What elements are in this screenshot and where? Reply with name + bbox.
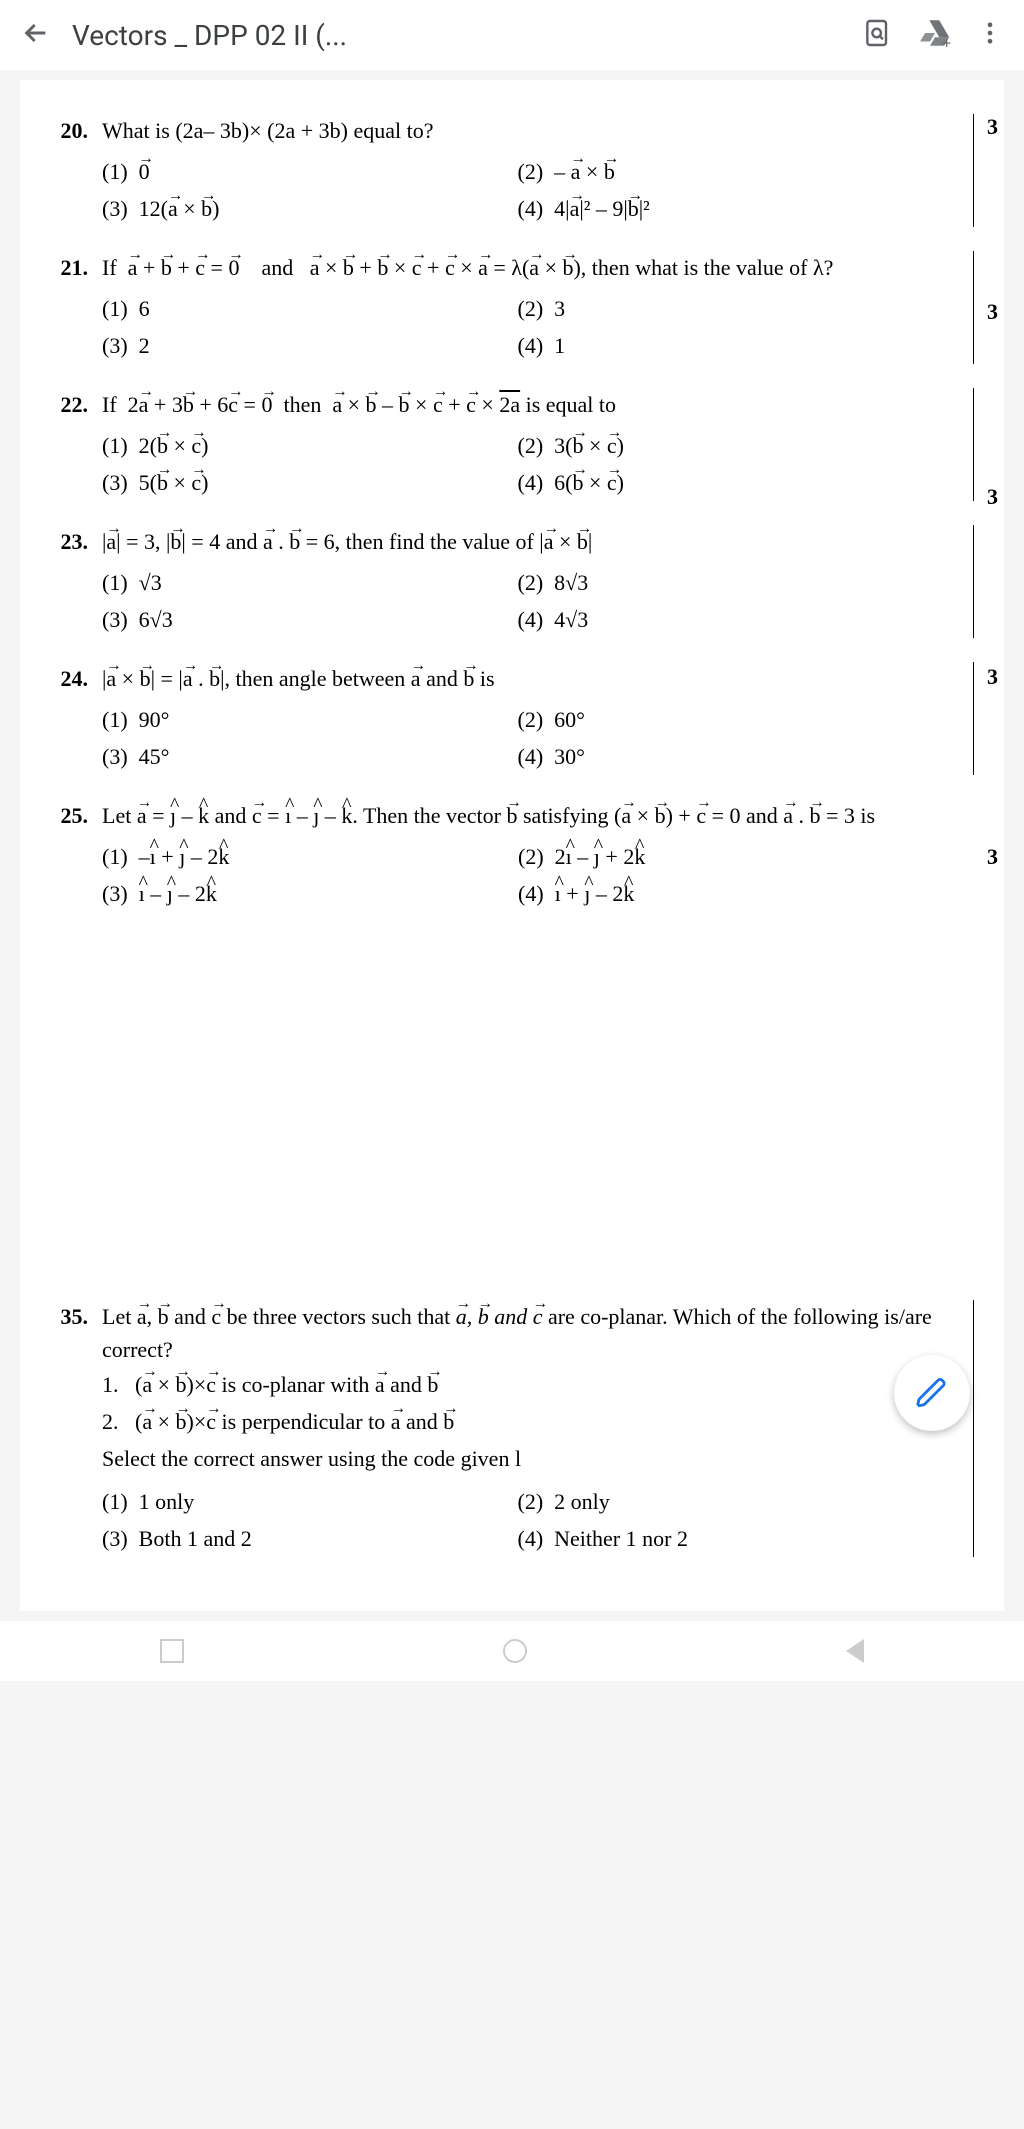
question-21: 21. If a + b + c = 0 and a × b + b × c +…: [50, 251, 974, 364]
option[interactable]: (4) 6(b × c): [518, 464, 934, 501]
instruction: Select the correct answer using the code…: [102, 1440, 933, 1477]
q-options: (1) 0 (2) – a × b (3) 12(a × b) (4) 4|a|…: [102, 153, 933, 227]
option[interactable]: (1) 0: [102, 153, 518, 190]
q-text: Let a, b and c be three vectors such tha…: [102, 1300, 933, 1366]
option[interactable]: (2) 60°: [518, 701, 934, 738]
option[interactable]: (4) 4√3: [518, 601, 934, 638]
option[interactable]: (2) 8√3: [518, 564, 934, 601]
sub-statement: 1. (a × b)×c is co-planar with a and b: [102, 1366, 933, 1403]
q-body: |a × b| = |a . b|, then angle between a …: [102, 662, 933, 775]
more-icon[interactable]: [976, 19, 1004, 51]
question-25: 25. Let a = ȷ – k and c = ı – ȷ – k. The…: [50, 799, 974, 912]
q-num: 35.: [50, 1300, 88, 1557]
back-nav-icon[interactable]: [846, 1639, 864, 1663]
q-options: (1) √3 (2) 8√3 (3) 6√3 (4) 4√3: [102, 564, 933, 638]
question-20: 20. What is (2a– 3b)× (2a + 3b) equal to…: [50, 114, 974, 227]
margin-num: 3: [987, 840, 998, 873]
q-num: 24.: [50, 662, 88, 775]
q-body: |a| = 3, |b| = 4 and a . b = 6, then fin…: [102, 525, 933, 638]
question-22: 22. If 2a + 3b + 6c = 0 then a × b – b ×…: [50, 388, 974, 501]
q-options: (1) 90° (2) 60° (3) 45° (4) 30°: [102, 701, 933, 775]
option[interactable]: (1) 6: [102, 290, 518, 327]
q-text: If a + b + c = 0 and a × b + b × c + c ×…: [102, 251, 933, 284]
q-body: If 2a + 3b + 6c = 0 then a × b – b × c +…: [102, 388, 933, 501]
option[interactable]: (2) – a × b: [518, 153, 934, 190]
q-body: If a + b + c = 0 and a × b + b × c + c ×…: [102, 251, 933, 364]
q-body: What is (2a– 3b)× (2a + 3b) equal to? (1…: [102, 114, 933, 227]
q-num: 25.: [50, 799, 88, 912]
option[interactable]: (2) 3: [518, 290, 934, 327]
q-text: What is (2a– 3b)× (2a + 3b) equal to?: [102, 114, 933, 147]
option[interactable]: (4) 30°: [518, 738, 934, 775]
q-body: Let a, b and c be three vectors such tha…: [102, 1300, 933, 1557]
option[interactable]: (3) 6√3: [102, 601, 518, 638]
home-icon[interactable]: [503, 1639, 527, 1663]
margin-num: 3: [987, 660, 998, 693]
option[interactable]: (2) 2ı – ȷ + 2k: [518, 838, 934, 875]
sub-statement: 2. (a × b)×c is perpendicular to a and b: [102, 1403, 933, 1440]
app-topbar: Vectors _ DPP 02 II (... +: [0, 0, 1024, 70]
option[interactable]: (3) ı – ȷ – 2k: [102, 875, 518, 912]
edit-fab[interactable]: [894, 1355, 970, 1431]
question-23: 23. |a| = 3, |b| = 4 and a . b = 6, then…: [50, 525, 974, 638]
option[interactable]: (1) 90°: [102, 701, 518, 738]
q-num: 23.: [50, 525, 88, 638]
q-options: (1) 1 only (2) 2 only (3) Both 1 and 2 (…: [102, 1483, 933, 1557]
recents-icon[interactable]: [160, 1639, 184, 1663]
margin-num: 3: [987, 110, 998, 143]
option[interactable]: (3) 45°: [102, 738, 518, 775]
back-icon[interactable]: [20, 17, 52, 53]
option[interactable]: (3) 2: [102, 327, 518, 364]
option[interactable]: (3) Both 1 and 2: [102, 1520, 518, 1557]
q-body: Let a = ȷ – k and c = ı – ȷ – k. Then th…: [102, 799, 934, 912]
margin-num: 3: [987, 295, 998, 328]
option[interactable]: (1) –ı + ȷ – 2k: [102, 838, 518, 875]
svg-text:+: +: [942, 36, 951, 50]
q-text: |a| = 3, |b| = 4 and a . b = 6, then fin…: [102, 525, 933, 558]
page-title: Vectors _ DPP 02 II (...: [72, 19, 842, 52]
q-num: 21.: [50, 251, 88, 364]
q-options: (1) 6 (2) 3 (3) 2 (4) 1: [102, 290, 933, 364]
option[interactable]: (1) 1 only: [102, 1483, 518, 1520]
option[interactable]: (2) 2 only: [518, 1483, 934, 1520]
option[interactable]: (4) 4|a|² – 9|b|²: [518, 190, 934, 227]
search-in-doc-icon[interactable]: [862, 17, 894, 53]
margin-num: 3: [987, 480, 998, 513]
q-text: If 2a + 3b + 6c = 0 then a × b – b × c +…: [102, 388, 933, 421]
q-options: (1) 2(b × c) (2) 3(b × c) (3) 5(b × c) (…: [102, 427, 933, 501]
question-35: 35. Let a, b and c be three vectors such…: [50, 1300, 974, 1557]
option[interactable]: (4) Neither 1 nor 2: [518, 1520, 934, 1557]
option[interactable]: (1) √3: [102, 564, 518, 601]
q-options: (1) –ı + ȷ – 2k (2) 2ı – ȷ + 2k (3) ı – …: [102, 838, 934, 912]
option[interactable]: (3) 5(b × c): [102, 464, 518, 501]
q-text: |a × b| = |a . b|, then angle between a …: [102, 662, 933, 695]
system-nav: [0, 1621, 1024, 1681]
option[interactable]: (4) ı + ȷ – 2k: [518, 875, 934, 912]
q-num: 22.: [50, 388, 88, 501]
document-content: 3 3 3 3 3 20. What is (2a– 3b)× (2a + 3b…: [20, 80, 1004, 1611]
option[interactable]: (4) 1: [518, 327, 934, 364]
q-num: 20.: [50, 114, 88, 227]
question-24: 24. |a × b| = |a . b|, then angle betwee…: [50, 662, 974, 775]
drive-icon[interactable]: +: [918, 16, 952, 54]
topbar-actions: +: [862, 16, 1004, 54]
q-text: Let a = ȷ – k and c = ı – ȷ – k. Then th…: [102, 799, 934, 832]
option[interactable]: (3) 12(a × b): [102, 190, 518, 227]
